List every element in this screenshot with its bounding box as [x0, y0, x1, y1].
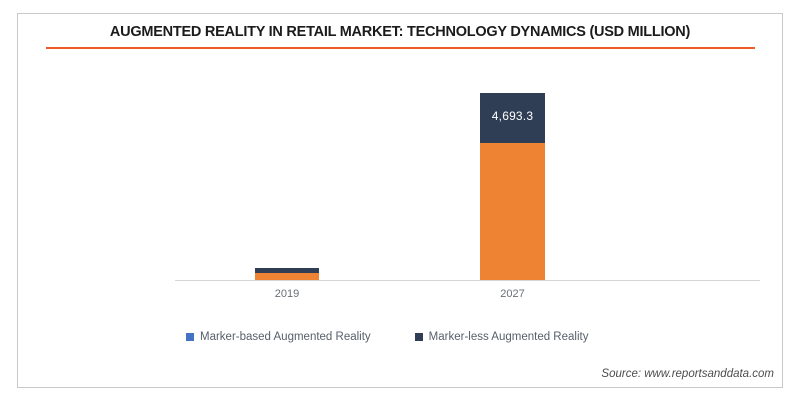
bar-segment-2027-markerless[interactable]: 4,693.3 [480, 93, 545, 143]
legend-label-marker-less: Marker-less Augmented Reality [428, 331, 589, 343]
bar-value-label-2027-markerless: 4,693.3 [491, 109, 534, 123]
source-attribution: Source: www.reportsanddata.com [601, 368, 774, 380]
x-axis-line [175, 280, 760, 281]
x-tick-label-2027: 2027 [500, 288, 525, 300]
legend-item-marker-based[interactable]: Marker-based Augmented Reality [186, 331, 371, 343]
title-underline-rule [46, 47, 755, 49]
bar-column-2019[interactable] [255, 268, 319, 280]
bar-segment-2019-markerbased[interactable] [255, 273, 319, 280]
bar-segment-2027-markerbased[interactable] [480, 143, 545, 280]
legend-swatch-icon-marker-less [414, 333, 423, 341]
legend-item-marker-less[interactable]: Marker-less Augmented Reality [414, 331, 589, 343]
chart-title: AUGMENTED REALITY IN RETAIL MARKET: TECH… [109, 24, 691, 40]
bar-column-2027[interactable]: 4,693.3 [480, 93, 545, 280]
legend-label-marker-based: Marker-based Augmented Reality [200, 331, 371, 343]
figure-frame [17, 13, 783, 388]
bar-segment-2019-markerless[interactable] [255, 268, 319, 273]
legend-swatch-icon-marker-based [186, 333, 194, 341]
chart-legend: Marker-based Augmented Reality Marker-le… [186, 331, 588, 343]
x-tick-label-2019: 2019 [274, 288, 300, 300]
